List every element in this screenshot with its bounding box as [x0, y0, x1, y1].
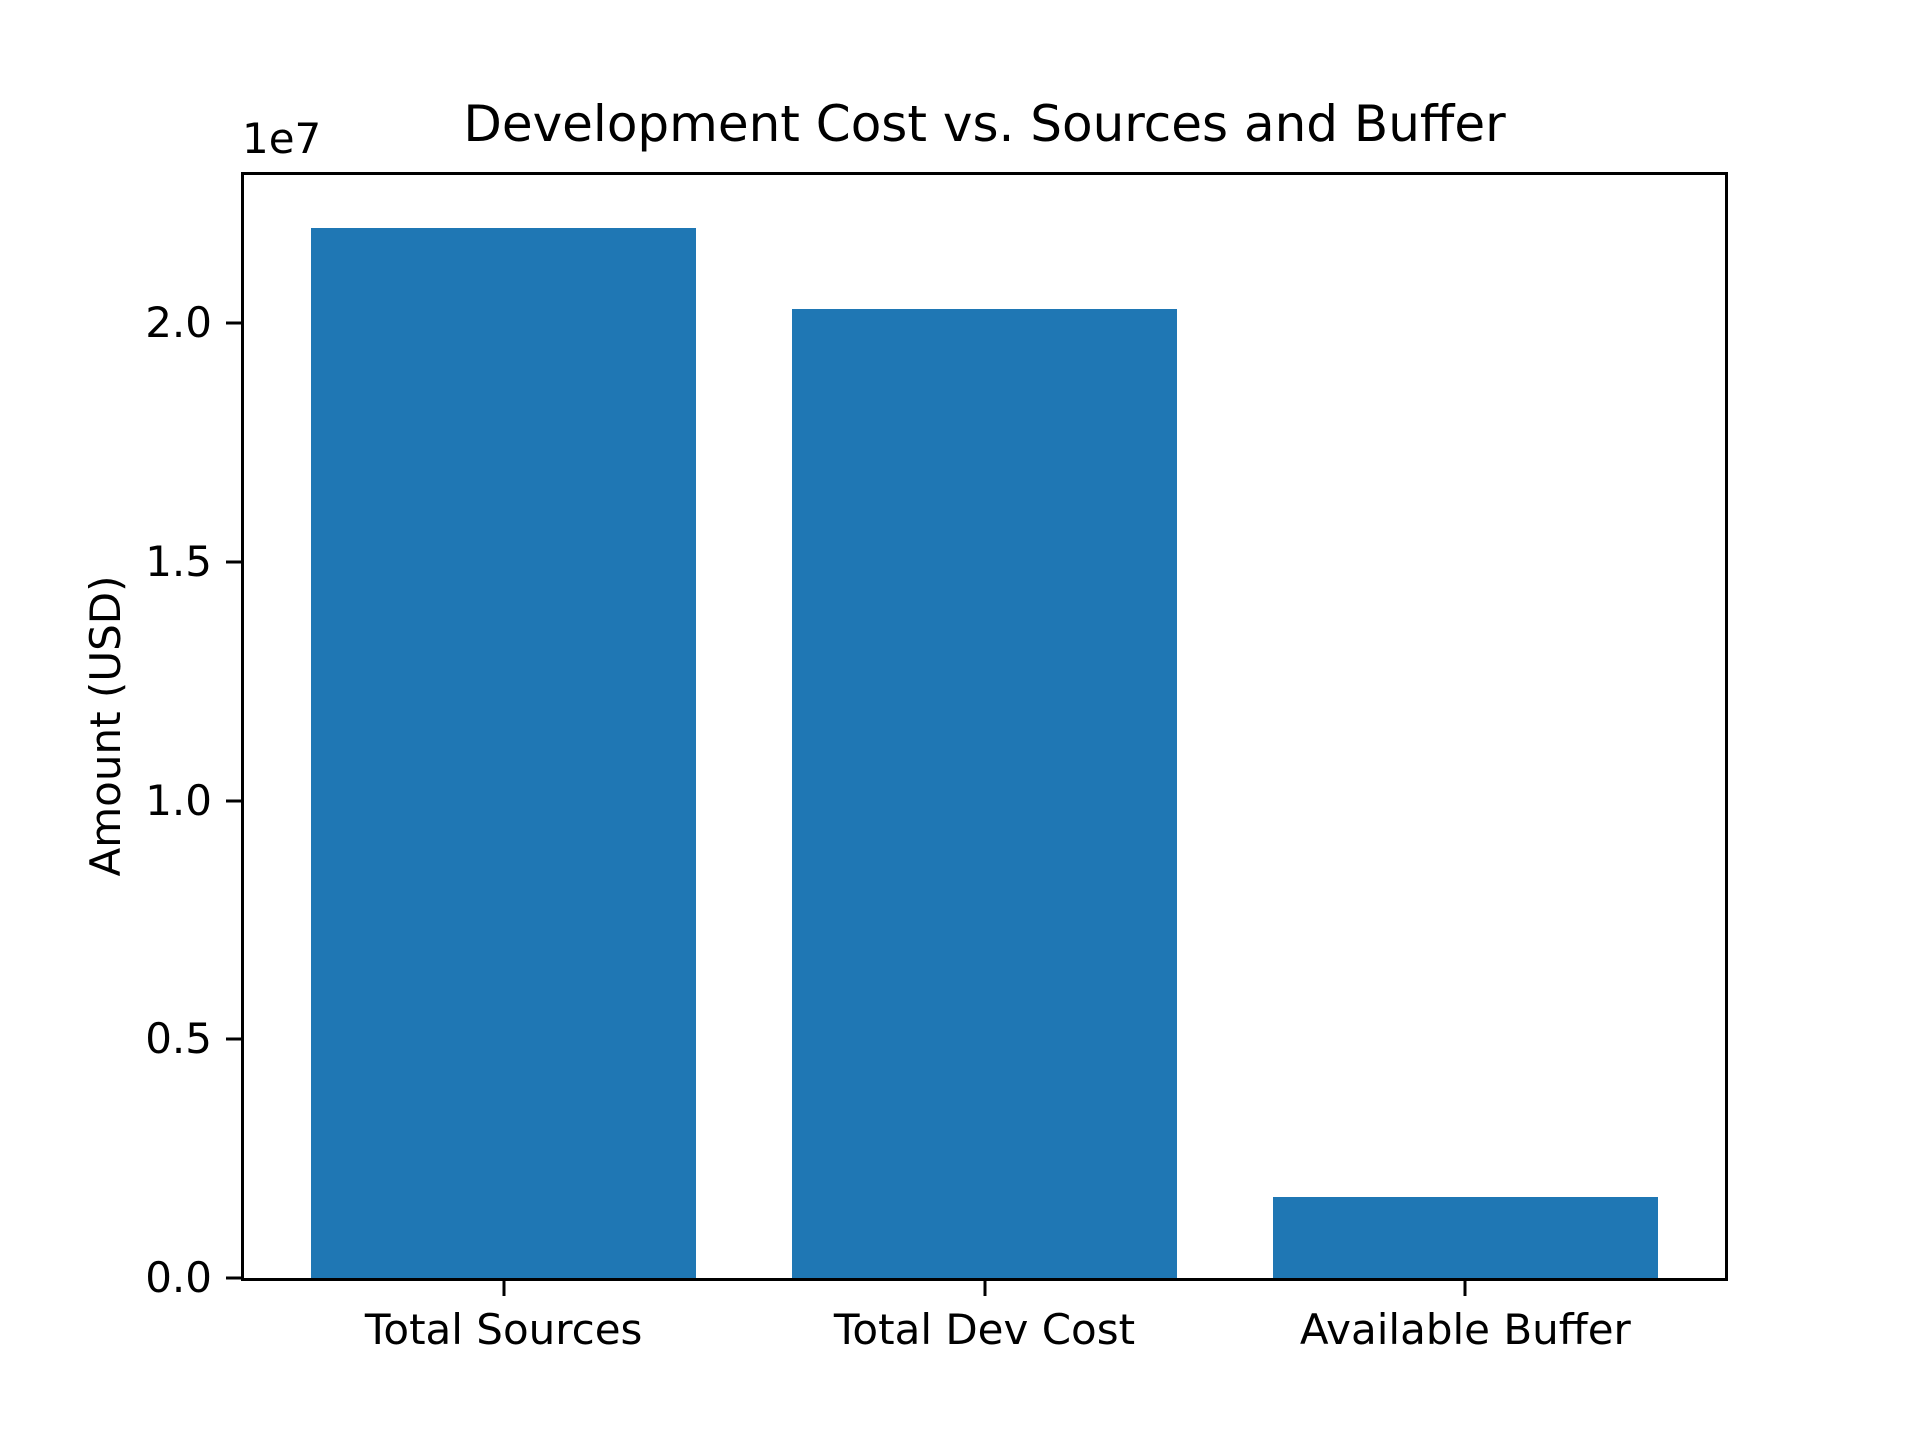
- x-tick-mark-total-dev-cost: [983, 1281, 986, 1296]
- x-tick-label-total-dev-cost: Total Dev Cost: [833, 1305, 1136, 1354]
- y-axis-offset-text: 1e7: [242, 114, 322, 163]
- y-tick-mark-1.0: [226, 799, 241, 802]
- x-tick-label-available-buffer: Available Buffer: [1299, 1305, 1631, 1354]
- y-tick-label-0.5: 0.5: [145, 1014, 212, 1064]
- y-tick-label-0.0: 0.0: [145, 1253, 212, 1302]
- y-axis-label: Amount (USD): [81, 575, 130, 877]
- x-tick-mark-available-buffer: [1463, 1281, 1467, 1296]
- bar-total-dev-cost: [792, 308, 1177, 1278]
- bar-available-buffer: [1273, 1196, 1658, 1278]
- plot-area: Total Sources Total Dev Cost Available Buf…: [145, 172, 1728, 1354]
- x-tick-label-total-sources: Total Sources: [364, 1305, 643, 1354]
- y-tick-mark-0.5: [226, 1037, 241, 1041]
- y-tick-label-1.5: 1.5: [145, 536, 212, 586]
- y-tick-mark-1.5: [226, 560, 241, 564]
- y-tick-mark-2.0: [226, 321, 241, 325]
- bar-total-sources: [311, 227, 696, 1278]
- chart-title: Development Cost vs. Sources and Buffer: [463, 95, 1506, 153]
- x-tick-mark-total-sources: [502, 1281, 506, 1296]
- y-tick-label-1.0: 1.0: [145, 775, 212, 825]
- y-tick-mark-0.0: [226, 1276, 241, 1280]
- y-tick-label-2.0: 2.0: [145, 298, 212, 348]
